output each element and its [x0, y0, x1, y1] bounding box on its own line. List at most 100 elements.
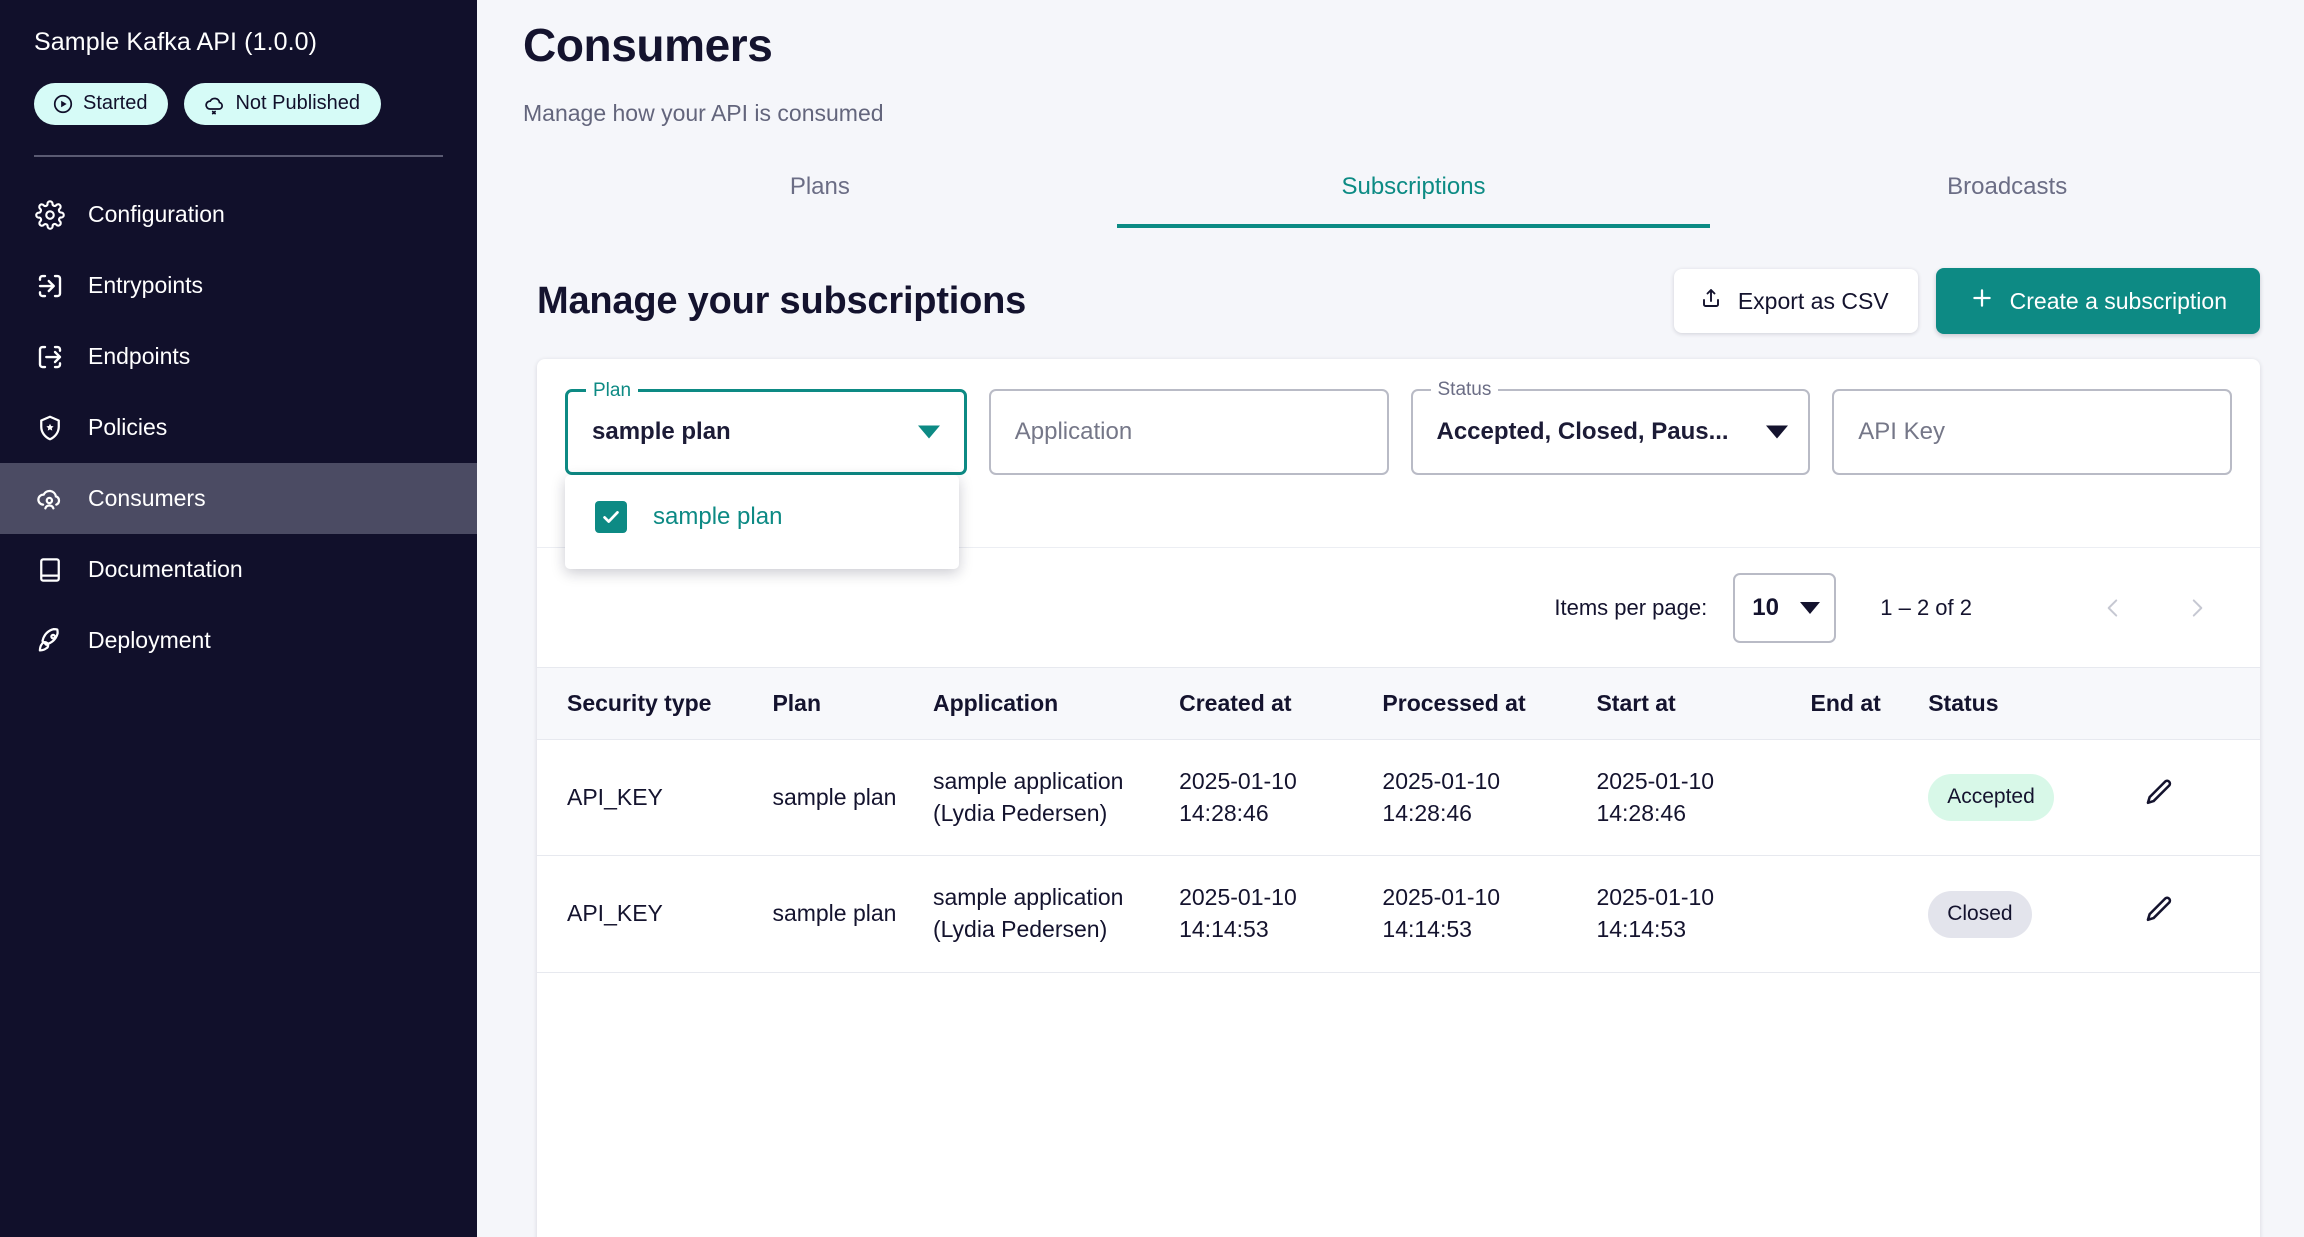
application-filter-input[interactable]: Application — [988, 389, 1389, 475]
column-header-actions — [2142, 667, 2260, 740]
table-header: Security type Plan Application Created a… — [537, 667, 2260, 740]
arrow-out-of-box-icon — [34, 341, 66, 373]
chevron-down-icon[interactable] — [1800, 601, 1821, 614]
chevron-down-icon[interactable] — [917, 425, 940, 439]
table-row[interactable]: API_KEY sample plan sample application (… — [537, 739, 2260, 857]
edit-subscription-button[interactable] — [2142, 776, 2176, 819]
cell-created-at: 2025-01-10 14:28:46 — [1179, 739, 1383, 857]
sidebar-item-label: Documentation — [88, 556, 243, 582]
sidebar-item-label: Deployment — [88, 627, 211, 653]
cell-application: sample application (Lydia Pedersen) — [932, 855, 1180, 973]
cell-actions — [2142, 855, 2260, 973]
page-subtitle: Manage how your API is consumed — [523, 100, 884, 126]
sidebar-item-entrypoints[interactable]: Entrypoints — [0, 250, 477, 321]
cell-end-at — [1810, 855, 1929, 973]
sidebar-item-endpoints[interactable]: Endpoints — [0, 321, 477, 392]
sidebar-item-policies[interactable]: Policies — [0, 392, 477, 463]
pencil-icon — [2142, 893, 2176, 936]
cell-security-type: API_KEY — [537, 855, 773, 973]
checkbox-checked-icon[interactable] — [595, 501, 627, 533]
page-header: Consumers Manage how your API is consume… — [477, 0, 2304, 127]
column-header-end-at: End at — [1810, 667, 1929, 740]
column-header-security-type: Security type — [537, 667, 773, 740]
edit-subscription-button[interactable] — [2142, 893, 2176, 936]
tab-plans[interactable]: Plans — [789, 173, 850, 200]
cell-end-at — [1810, 739, 1929, 857]
plus-icon — [1969, 285, 1995, 317]
api-key-filter-placeholder: API Key — [1858, 418, 1945, 445]
cell-application: sample application (Lydia Pedersen) — [932, 739, 1180, 857]
status-badge: Closed — [1928, 890, 2032, 938]
status-badge-started-label: Started — [83, 92, 148, 114]
column-header-status: Status — [1928, 667, 2143, 740]
plan-filter-legend: Plan — [586, 380, 639, 402]
sidebar-item-documentation[interactable]: Documentation — [0, 534, 477, 605]
cloud-off-icon — [202, 93, 226, 115]
cell-start-at: 2025-01-10 14:28:46 — [1596, 739, 1811, 857]
previous-page-button[interactable] — [2090, 585, 2136, 631]
plan-option-sample-plan[interactable]: sample plan — [565, 489, 959, 545]
sidebar-item-label: Endpoints — [88, 343, 191, 369]
pencil-icon — [2142, 776, 2176, 819]
status-badge-not-published: Not Published — [184, 83, 382, 125]
items-per-page-value: 10 — [1752, 593, 1779, 621]
filter-bar: Plan sample plan Application Status Acce… — [537, 359, 2260, 475]
table-body: API_KEY sample plan sample application (… — [537, 739, 2260, 973]
play-circle-icon — [52, 93, 74, 115]
sidebar-item-label: Entrypoints — [88, 272, 204, 298]
status-filter-legend: Status — [1430, 379, 1499, 401]
cell-plan: sample plan — [772, 739, 933, 857]
plan-filter-value: sample plan — [592, 418, 731, 445]
status-badge: Accepted — [1928, 774, 2054, 822]
api-status-badges: Started Not Published — [0, 83, 477, 125]
column-header-created-at: Created at — [1179, 667, 1383, 740]
book-icon — [34, 554, 66, 586]
cell-status: Closed — [1928, 855, 2143, 973]
sidebar-item-configuration[interactable]: Configuration — [0, 179, 477, 250]
page-title: Consumers — [523, 19, 773, 71]
sidebar-item-label: Consumers — [88, 485, 206, 511]
cloud-user-icon — [34, 483, 66, 515]
sidebar: Sample Kafka API (1.0.0) Started Not P — [0, 0, 477, 1237]
cell-processed-at: 2025-01-10 14:28:46 — [1382, 739, 1597, 857]
subscriptions-card: Plan sample plan Application Status Acce… — [537, 359, 2260, 1237]
plan-filter-dropdown-panel: sample plan — [565, 475, 959, 569]
next-page-button[interactable] — [2174, 585, 2220, 631]
cell-status: Accepted — [1928, 739, 2143, 857]
items-per-page-label: Items per page: — [1554, 594, 1708, 620]
application-filter-placeholder: Application — [1014, 418, 1133, 445]
subscriptions-header-row: Manage your subscriptions Export as CSV … — [477, 268, 2304, 334]
column-header-processed-at: Processed at — [1382, 667, 1597, 740]
sidebar-item-label: Policies — [88, 414, 168, 440]
section-title: Manage your subscriptions — [537, 279, 1027, 322]
shield-icon — [34, 412, 66, 444]
status-filter-value: Accepted, Closed, Paus... — [1436, 418, 1729, 445]
api-key-filter-input[interactable]: API Key — [1832, 389, 2232, 475]
sidebar-item-deployment[interactable]: Deployment — [0, 605, 477, 676]
export-csv-button[interactable]: Export as CSV — [1673, 269, 1918, 333]
items-per-page-select[interactable]: 10 — [1733, 572, 1837, 643]
cell-security-type: API_KEY — [537, 739, 773, 857]
sidebar-item-consumers[interactable]: Consumers — [0, 463, 477, 534]
table-header-row: Security type Plan Application Created a… — [537, 667, 2260, 740]
plan-filter-select[interactable]: Plan sample plan — [565, 380, 967, 475]
rocket-icon — [34, 625, 66, 657]
tab-broadcasts[interactable]: Broadcasts — [1947, 173, 2068, 200]
column-header-start-at: Start at — [1596, 667, 1811, 740]
create-subscription-label: Create a subscription — [2009, 287, 2227, 314]
export-csv-label: Export as CSV — [1737, 287, 1889, 314]
cell-actions — [2142, 739, 2260, 857]
chevron-down-icon[interactable] — [1766, 425, 1789, 439]
tab-subscriptions[interactable]: Subscriptions — [1116, 173, 1711, 228]
arrow-into-box-icon — [34, 270, 66, 302]
sidebar-divider — [34, 155, 443, 157]
cell-processed-at: 2025-01-10 14:14:53 — [1382, 855, 1597, 973]
table-row[interactable]: API_KEY sample plan sample application (… — [537, 855, 2260, 973]
gear-icon — [34, 199, 66, 231]
cell-plan: sample plan — [772, 855, 933, 973]
pagination-bar: Items per page: 10 1 – 2 of 2 — [537, 547, 2260, 667]
api-title: Sample Kafka API (1.0.0) — [34, 28, 318, 56]
plan-option-label: sample plan — [653, 503, 783, 530]
create-subscription-button[interactable]: Create a subscription — [1935, 268, 2260, 334]
status-filter-select[interactable]: Status Accepted, Closed, Paus... — [1410, 379, 1811, 475]
